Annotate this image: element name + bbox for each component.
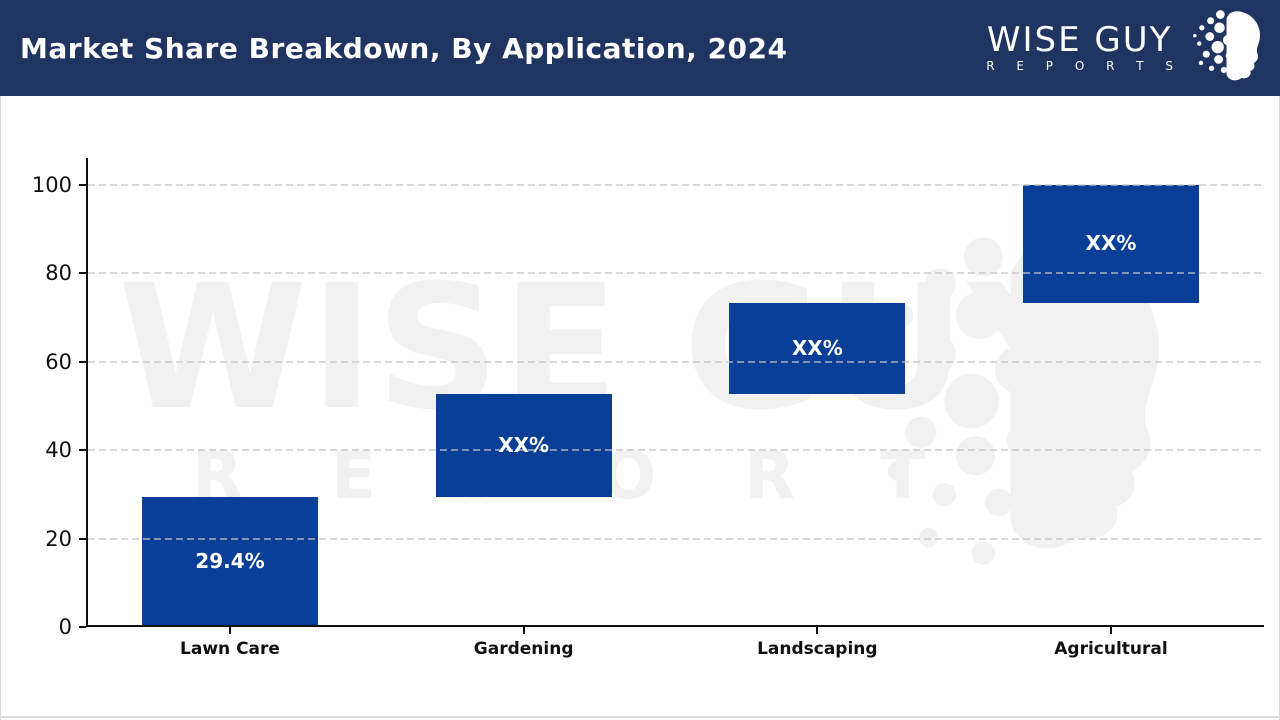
page-border-bottom — [0, 716, 1280, 718]
gridline — [88, 272, 1263, 275]
gridline — [88, 184, 1263, 186]
page-title: Market Share Breakdown, By Application, … — [20, 31, 788, 65]
x-tick-mark — [522, 627, 525, 634]
y-tick-label: 100 — [31, 173, 72, 197]
y-tick-label: 60 — [45, 349, 72, 374]
y-tick-label: 20 — [45, 526, 72, 551]
y-tick-mark — [79, 626, 86, 628]
bar-value-label: XX% — [791, 335, 843, 360]
bar-segment — [142, 497, 318, 627]
header-bar: Market Share Breakdown, By Application, … — [0, 0, 1280, 96]
y-tick-mark — [79, 360, 86, 363]
x-tick-mark — [1110, 627, 1112, 634]
gridline — [88, 360, 1263, 363]
y-axis-spine — [86, 158, 88, 627]
y-tick-label: 0 — [58, 615, 72, 639]
bar-segment — [1023, 185, 1199, 303]
category-label: Gardening — [473, 639, 574, 659]
logo-wordmark: WISE GUY — [986, 20, 1173, 60]
bar-segment — [729, 303, 906, 395]
category-label: Lawn Care — [180, 639, 280, 659]
x-axis-spine — [86, 625, 1264, 627]
y-tick-label: 40 — [45, 438, 72, 463]
bar-value-label: XX% — [498, 432, 550, 457]
bar-value-label: 29.4% — [195, 549, 265, 574]
logo-text: WISE GUY R E P O R T S — [977, 22, 1182, 74]
bar-value-label: XX% — [1085, 231, 1137, 255]
gridline — [88, 537, 1263, 540]
gridline — [88, 449, 1263, 452]
y-tick-label: 80 — [45, 261, 72, 286]
wise-guy-reports-logo: WISE GUY R E P O R T S — [977, 4, 1270, 92]
page-border-left — [0, 96, 1, 720]
watermark-text-reports: REPORTS — [192, 437, 1149, 514]
logo-head-icon — [1193, 10, 1261, 81]
y-tick-mark — [79, 184, 86, 186]
x-tick-mark — [816, 627, 819, 634]
bar-segment — [435, 394, 612, 498]
y-tick-mark — [79, 272, 86, 275]
category-label: Landscaping — [757, 639, 878, 659]
x-tick-mark — [229, 627, 231, 634]
y-tick-mark — [79, 537, 86, 540]
y-tick-mark — [79, 449, 86, 452]
logo-subtitle: R E P O R T S — [986, 59, 1182, 73]
category-label: Agricultural — [1054, 639, 1168, 659]
